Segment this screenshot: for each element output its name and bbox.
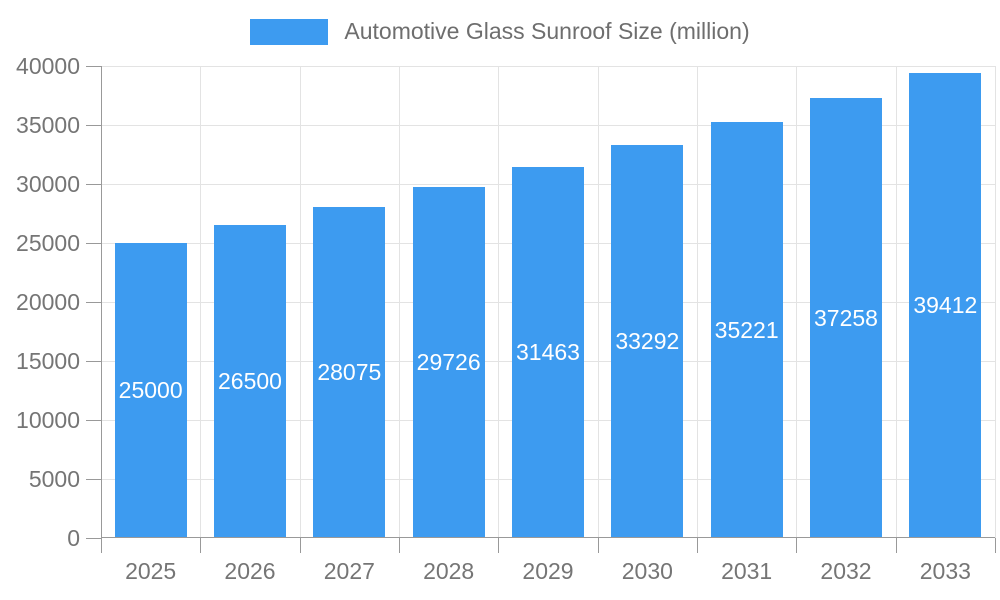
x-axis-tick-label: 2029	[522, 558, 574, 584]
x-axis-tick	[399, 538, 400, 553]
bar-value-label: 29726	[416, 349, 481, 376]
x-axis-tick	[796, 538, 798, 553]
bar[interactable]: 31463	[512, 166, 584, 538]
gridline-vertical	[498, 66, 500, 538]
x-axis-tick	[101, 538, 102, 553]
x-axis-tick-label: 2032	[820, 558, 872, 584]
x-axis-tick	[697, 538, 698, 553]
x-axis-tick-label: 2030	[621, 558, 673, 584]
y-axis-tick	[86, 302, 101, 303]
bar[interactable]: 39412	[909, 72, 982, 538]
y-axis-tick	[86, 125, 101, 126]
x-axis-tick-label: 2026	[224, 558, 276, 584]
y-axis-tick-label: 35000	[16, 112, 80, 138]
y-axis-tick-label: 10000	[16, 407, 80, 433]
y-axis-tick	[86, 66, 101, 67]
bar-value-label: 33292	[615, 328, 680, 355]
x-axis-tick-label: 2025	[125, 558, 177, 584]
bar[interactable]: 25000	[114, 243, 187, 538]
y-axis-tick-label: 30000	[16, 171, 80, 197]
x-axis-tick	[299, 538, 301, 553]
x-axis-tick-label: 2033	[919, 558, 971, 584]
bar-value-label: 31463	[516, 338, 580, 365]
y-axis-tick-label: 0	[67, 525, 80, 551]
y-axis-tick-label: 20000	[16, 289, 80, 315]
y-axis-tick	[86, 184, 101, 185]
x-axis-line	[101, 537, 995, 538]
x-axis-tick	[498, 538, 500, 553]
plot-area: 25000 26500 28075 29726 31463 33292 35221 37258…	[101, 66, 996, 538]
y-axis-tick	[86, 538, 101, 539]
y-axis-tick-label: 5000	[28, 466, 80, 492]
x-axis-tick-label: 2031	[721, 558, 773, 584]
y-axis-line	[101, 66, 102, 538]
x-axis-tick	[200, 538, 202, 553]
bar-value-label: 39412	[913, 291, 978, 318]
bar[interactable]: 28075	[313, 206, 386, 538]
gridline-horizontal	[101, 125, 995, 126]
gridline-horizontal	[101, 66, 995, 67]
bar[interactable]: 37258	[810, 98, 882, 538]
y-axis-tick	[86, 479, 101, 480]
bar[interactable]: 29726	[412, 187, 485, 538]
legend-label: Automotive Glass Sunroof Size (million)	[344, 18, 750, 44]
x-axis-tick-label: 2027	[323, 558, 375, 584]
y-axis-tick	[86, 420, 101, 421]
bar-value-label: 26500	[218, 368, 282, 395]
bar[interactable]: 26500	[214, 225, 286, 538]
x-axis-tick	[597, 538, 599, 553]
bar-value-label: 35221	[714, 316, 779, 343]
y-axis-tick-label: 40000	[16, 53, 80, 79]
x-axis-tick	[895, 538, 897, 553]
gridline-vertical	[299, 66, 301, 538]
gridline-vertical	[895, 66, 897, 538]
gridline-vertical	[697, 66, 698, 538]
gridline-vertical	[995, 66, 996, 538]
bar-value-label: 28075	[317, 358, 382, 385]
y-axis-tick	[86, 243, 101, 244]
legend[interactable]: Automotive Glass Sunroof Size (million)	[0, 18, 1000, 45]
y-axis-tick	[86, 361, 101, 362]
y-axis-tick-label: 25000	[16, 230, 80, 256]
bar[interactable]: 33292	[611, 145, 684, 538]
bar[interactable]: 35221	[710, 122, 783, 538]
gridline-vertical	[796, 66, 798, 538]
bar-value-label: 37258	[814, 304, 878, 331]
gridline-vertical	[200, 66, 202, 538]
x-axis-tick-label: 2028	[423, 558, 475, 584]
y-axis-tick-label: 15000	[16, 348, 80, 374]
legend-swatch	[250, 18, 329, 45]
x-axis-tick	[995, 538, 996, 553]
gridline-vertical	[399, 66, 400, 538]
bar-value-label: 25000	[118, 377, 183, 403]
gridline-vertical	[597, 66, 599, 538]
